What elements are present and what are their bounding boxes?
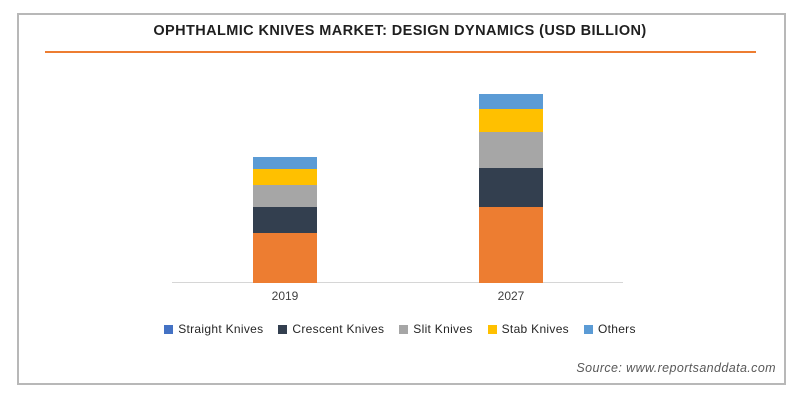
legend-label: Others [597, 322, 636, 336]
x-axis-line [172, 282, 623, 283]
bar-segment [253, 207, 317, 233]
chart-legend: Straight Knives Crescent Knives Slit Knive… [0, 322, 800, 336]
bar-segment [253, 157, 317, 169]
legend-label: Stab Knives [501, 322, 569, 336]
bar-segment [253, 233, 317, 283]
bar-segment [253, 169, 317, 185]
legend-label: Straight Knives [178, 322, 264, 336]
legend-item: Slit Knives [399, 322, 472, 336]
bar-segment [479, 108, 543, 132]
legend-swatch-icon [583, 324, 593, 334]
plot-area [172, 93, 623, 283]
bar-segment [479, 168, 543, 207]
x-axis-tick-label: 2019 [271, 289, 299, 303]
chart-frame [17, 13, 786, 385]
source-note: Source: www.reportsanddata.com [576, 361, 776, 375]
x-axis-labels: 2019 2027 [0, 289, 800, 305]
x-axis-tick-label: 2027 [497, 289, 525, 303]
legend-swatch-icon [164, 324, 174, 334]
legend-item: Stab Knives [487, 322, 569, 336]
bar-segment [479, 207, 543, 283]
legend-item: Others [583, 322, 636, 336]
legend-swatch-icon [399, 324, 409, 334]
legend-label: Slit Knives [413, 322, 473, 336]
legend-label: Crescent Knives [292, 322, 385, 336]
bar-segment [479, 132, 543, 168]
legend-item: Crescent Knives [278, 322, 384, 336]
stacked-bar-2027 [479, 93, 543, 283]
legend-item: Straight Knives [164, 322, 263, 336]
bar-segment [253, 185, 317, 207]
legend-swatch-icon [487, 324, 497, 334]
chart-title: OPHTHALMIC KNIVES MARKET: DESIGN DYNAMIC… [153, 23, 647, 39]
stacked-bar-2019 [253, 157, 317, 283]
title-underline-rule [45, 51, 756, 53]
bar-segment [479, 93, 543, 109]
legend-swatch-icon [278, 324, 288, 334]
